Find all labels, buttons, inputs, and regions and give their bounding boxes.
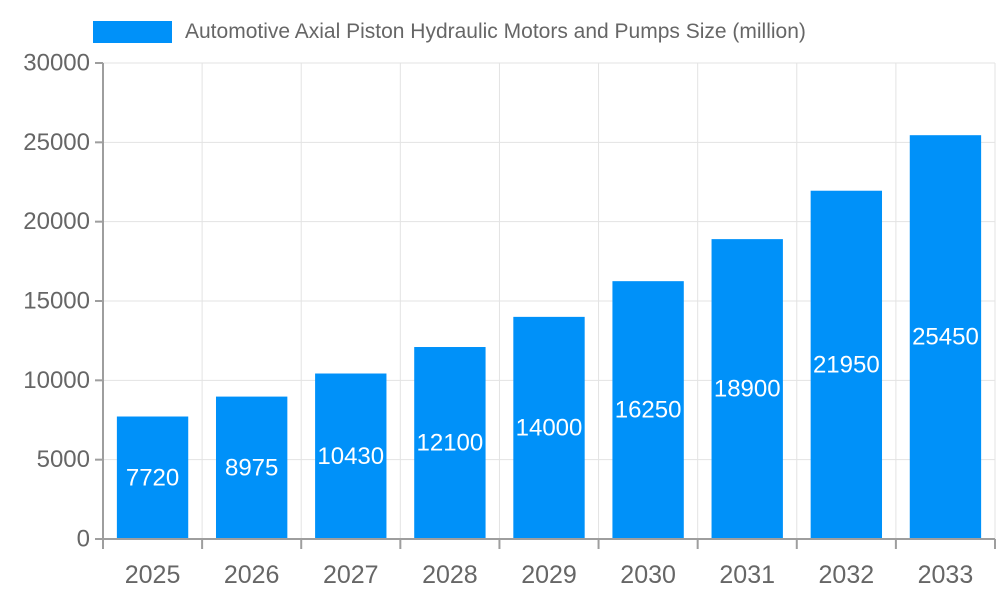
bar-2031[interactable] xyxy=(711,239,783,539)
bar-2033[interactable] xyxy=(909,135,982,539)
bar-2026[interactable] xyxy=(215,396,288,539)
y-tick-label: 30000 xyxy=(23,50,90,77)
bar-2025[interactable] xyxy=(116,416,189,539)
y-tick-label: 25000 xyxy=(23,129,90,156)
x-tick-label-2026: 2026 xyxy=(224,561,280,589)
legend-swatch xyxy=(93,21,172,43)
x-tick-label-2033: 2033 xyxy=(918,561,974,589)
bar-2027[interactable] xyxy=(315,373,387,539)
y-tick-label: 10000 xyxy=(23,367,90,394)
bar-2030[interactable] xyxy=(612,281,684,539)
bar-value-label: 7720 xyxy=(126,464,179,491)
legend-item[interactable]: Automotive Axial Piston Hydraulic Motors… xyxy=(93,20,806,43)
bar-value-label: 10430 xyxy=(317,443,384,470)
chart-title: Automotive Axial Piston Hydraulic Motors… xyxy=(185,20,806,43)
y-tick-label: 0 xyxy=(77,526,90,553)
bar-2028[interactable] xyxy=(414,347,486,539)
y-tick-label: 20000 xyxy=(23,208,90,235)
x-tick-label-2031: 2031 xyxy=(719,561,775,589)
bar-2029[interactable] xyxy=(513,316,585,539)
x-tick-label-2029: 2029 xyxy=(521,561,577,589)
x-tick-label-2030: 2030 xyxy=(620,561,676,589)
y-tick-label: 5000 xyxy=(37,446,90,473)
bar-value-label: 12100 xyxy=(417,430,484,457)
bar-value-label: 21950 xyxy=(813,351,880,378)
bar-value-label: 25450 xyxy=(912,324,979,351)
x-tick-label-2028: 2028 xyxy=(422,561,478,589)
bar-value-label: 18900 xyxy=(714,376,781,403)
x-tick-label-2032: 2032 xyxy=(819,561,875,589)
y-tick-label: 15000 xyxy=(23,288,90,315)
bar-2032[interactable] xyxy=(810,190,883,539)
x-tick-label-2025: 2025 xyxy=(125,561,181,589)
bar-value-label: 16250 xyxy=(615,397,682,424)
bar-value-label: 14000 xyxy=(516,414,583,441)
bar-value-label: 8975 xyxy=(225,454,278,481)
x-tick-label-2027: 2027 xyxy=(323,561,379,589)
